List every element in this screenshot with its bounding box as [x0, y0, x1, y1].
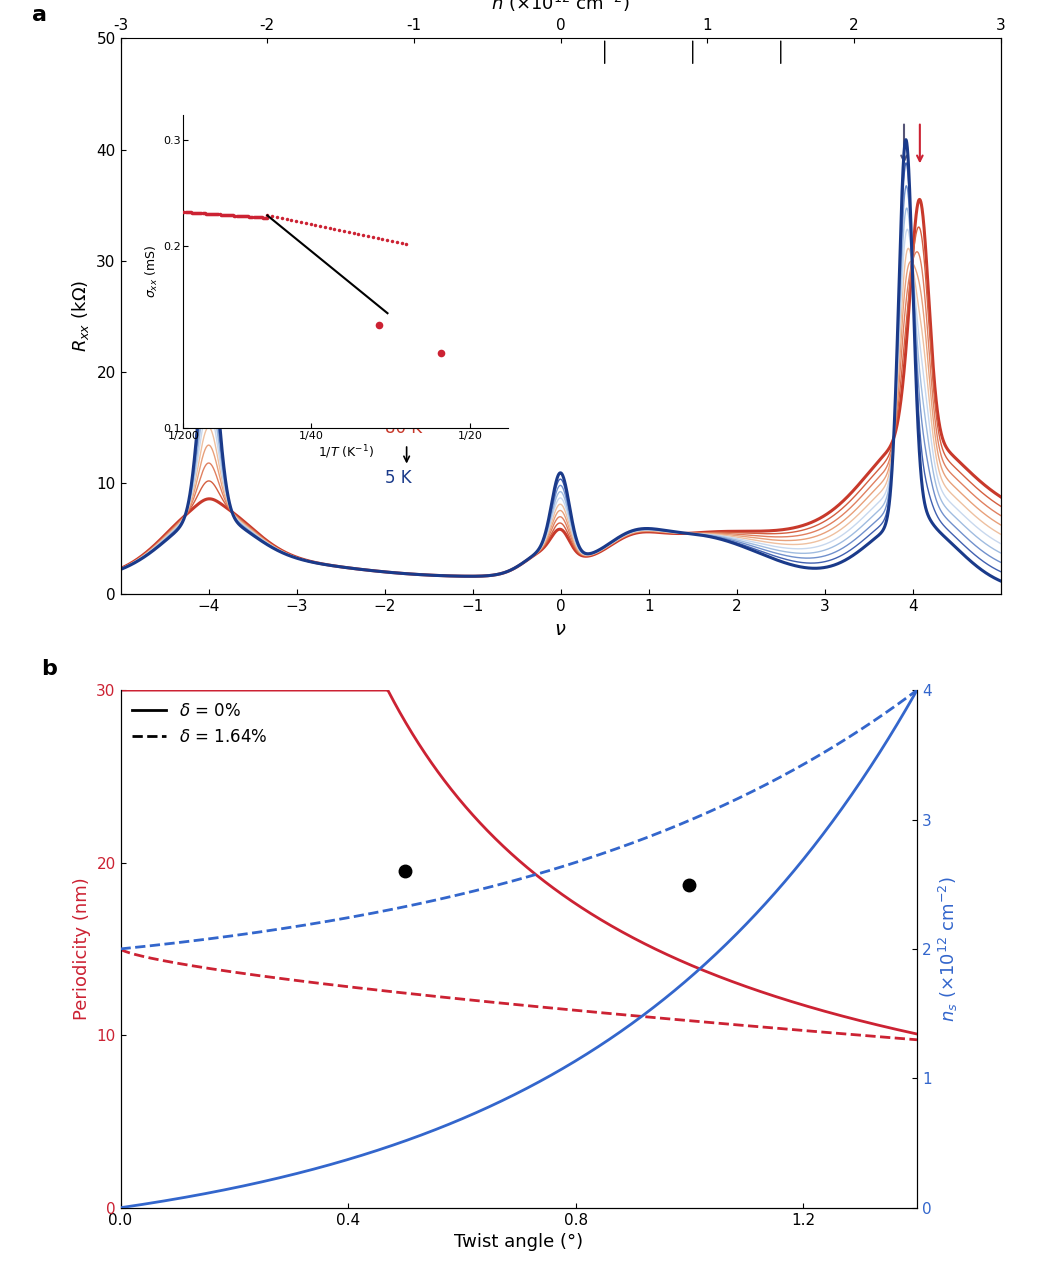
X-axis label: Twist angle (°): Twist angle (°) [454, 1233, 584, 1251]
Y-axis label: $n_s$ ($\times$10$^{12}$ cm$^{-2}$): $n_s$ ($\times$10$^{12}$ cm$^{-2}$) [937, 875, 960, 1022]
X-axis label: 1/$T$ (K$^{-1}$): 1/$T$ (K$^{-1}$) [318, 443, 374, 461]
Text: b: b [41, 659, 57, 679]
Text: 80 K: 80 K [385, 419, 421, 437]
Text: 5 K: 5 K [385, 469, 411, 487]
Text: a: a [32, 5, 47, 26]
Y-axis label: Periodicity (nm): Periodicity (nm) [72, 878, 91, 1020]
Y-axis label: $R_{xx}$ (k$\Omega$): $R_{xx}$ (k$\Omega$) [70, 280, 91, 353]
Legend: $\delta$ = 0%, $\delta$ = 1.64%: $\delta$ = 0%, $\delta$ = 1.64% [129, 699, 270, 749]
X-axis label: $\nu$: $\nu$ [554, 620, 567, 639]
X-axis label: $n$ ($\times$10$^{12}$ cm$^{-2}$): $n$ ($\times$10$^{12}$ cm$^{-2}$) [492, 0, 630, 14]
Y-axis label: $\sigma_{xx}$ (mS): $\sigma_{xx}$ (mS) [144, 245, 160, 298]
